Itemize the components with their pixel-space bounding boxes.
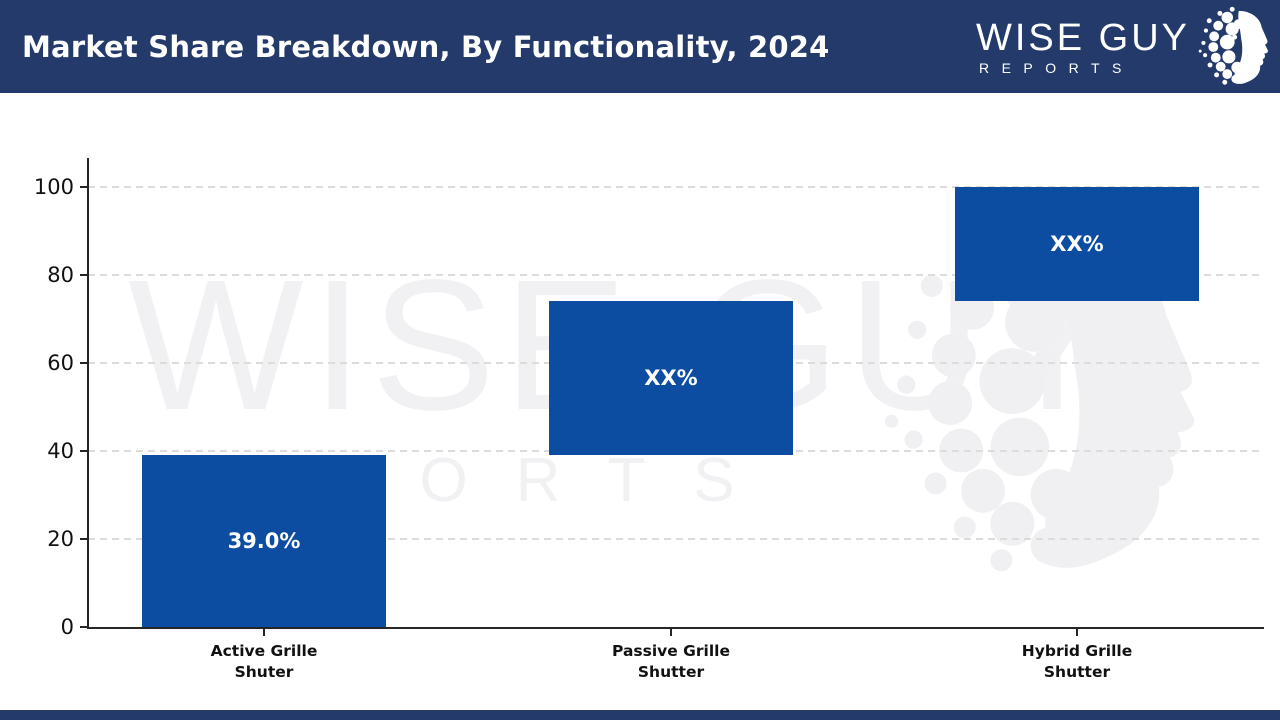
logo-subtext: REPORTS [978, 59, 1134, 76]
y-tick-label: 60 [47, 351, 74, 375]
footer-bar [0, 710, 1280, 720]
y-tick-mark [80, 626, 87, 628]
y-gridline [88, 186, 1262, 188]
wiseguy-logo: WISE GUY REPORTS [976, 6, 1270, 88]
bar-segment: 39.0% [142, 455, 386, 627]
bar-value-label: 39.0% [227, 529, 301, 554]
x-tick-mark [263, 629, 265, 636]
y-tick-label: 100 [33, 175, 74, 199]
x-category-label-line: Passive Grille [612, 642, 730, 660]
x-category-label-line: Shutter [1043, 663, 1111, 681]
chart-title: Market Share Breakdown, By Functionality… [22, 29, 830, 64]
y-tick-mark [80, 274, 87, 276]
x-category-label-line: Hybrid Grille [1021, 642, 1133, 660]
x-tick-mark [1076, 629, 1078, 636]
bar-segment: XX% [549, 301, 793, 456]
bar-segment: XX% [955, 187, 1199, 302]
header-bar: Market Share Breakdown, By Functionality… [0, 0, 1280, 93]
y-tick-mark [80, 186, 87, 188]
y-gridline [88, 274, 1262, 276]
y-tick-label: 80 [47, 263, 74, 287]
y-tick-label: 0 [60, 615, 74, 639]
bar-value-label: XX% [1050, 232, 1104, 257]
y-tick-mark [80, 362, 87, 364]
x-axis-line [87, 627, 1264, 629]
x-category-label-line: Shuter [234, 663, 294, 681]
logo-wordmark: WISE GUY [975, 16, 1190, 59]
x-category-label: Passive Grille Shutter [541, 641, 801, 683]
x-category-label: Hybrid Grille Shutter [947, 641, 1207, 683]
y-axis-line [87, 158, 89, 629]
x-tick-mark [670, 629, 672, 636]
x-category-label: Active Grille Shuter [134, 641, 394, 683]
x-category-label-line: Shutter [637, 663, 705, 681]
wiseguy-head-icon [1196, 6, 1270, 88]
y-tick-mark [80, 538, 87, 540]
y-tick-label: 40 [47, 439, 74, 463]
bar-value-label: XX% [644, 366, 698, 391]
logo-text: WISE GUY REPORTS [976, 19, 1190, 75]
x-category-label-line: Active Grille [210, 642, 318, 660]
y-gridline [88, 538, 1262, 540]
y-tick-mark [80, 450, 87, 452]
y-tick-label: 20 [47, 527, 74, 551]
